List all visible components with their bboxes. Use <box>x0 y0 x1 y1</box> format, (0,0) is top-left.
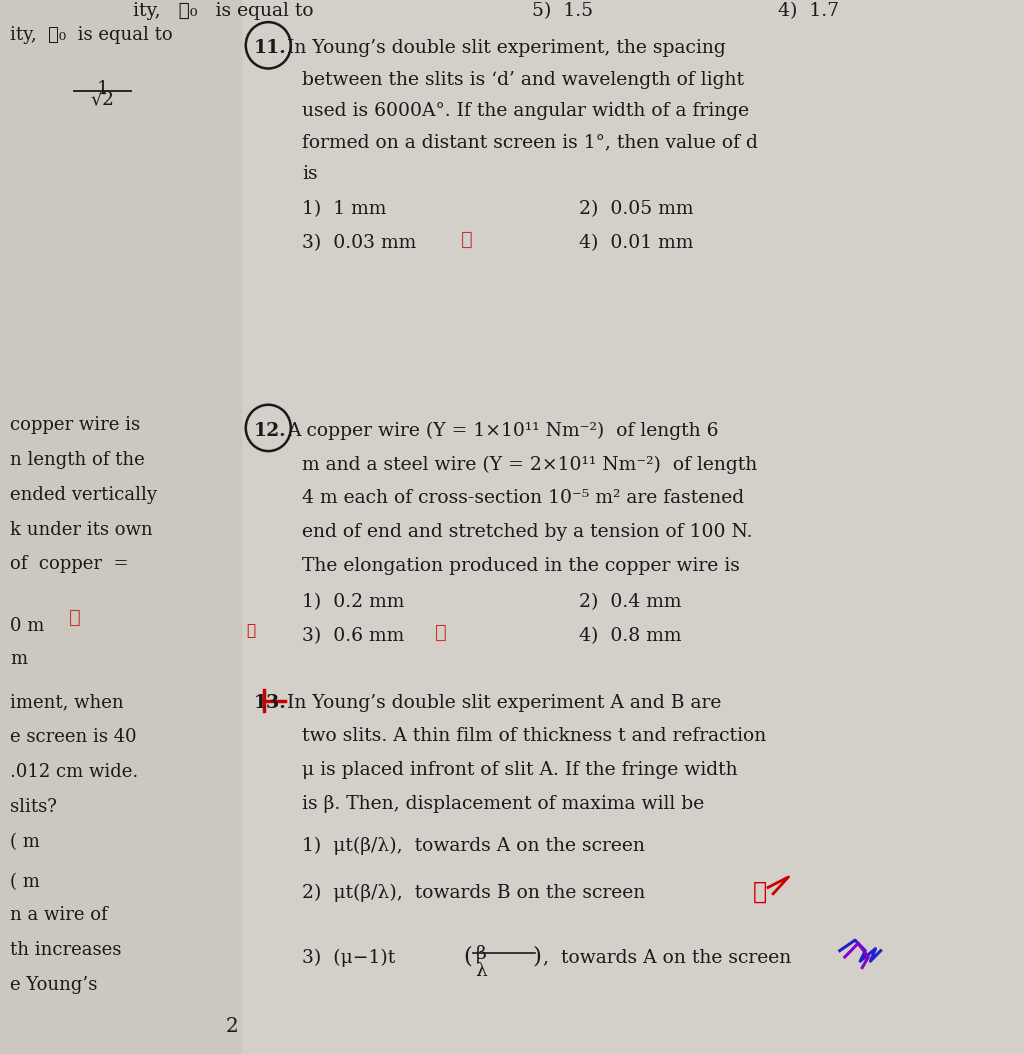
Text: is: is <box>302 165 317 183</box>
Text: 1)  0.2 mm: 1) 0.2 mm <box>302 593 404 611</box>
Text: In Young’s double slit experiment A and B are: In Young’s double slit experiment A and … <box>287 694 721 711</box>
Text: λ: λ <box>475 962 487 980</box>
Text: 5)  1.5: 5) 1.5 <box>532 2 594 20</box>
Text: .012 cm wide.: .012 cm wide. <box>10 763 138 781</box>
Text: 4)  0.01 mm: 4) 0.01 mm <box>579 234 693 252</box>
Text: ): ) <box>532 945 542 968</box>
Text: e Young’s: e Young’s <box>10 976 97 994</box>
Text: two slits. A thin film of thickness t and refraction: two slits. A thin film of thickness t an… <box>302 727 766 745</box>
Text: β: β <box>476 945 486 963</box>
Text: ✓: ✓ <box>69 609 80 627</box>
Text: 12.: 12. <box>254 422 287 440</box>
Text: ( m: ( m <box>10 833 40 851</box>
Text: (: ( <box>463 945 472 968</box>
Text: k under its own: k under its own <box>10 521 153 539</box>
Text: ity,   ℓ₀   is equal to: ity, ℓ₀ is equal to <box>133 2 313 20</box>
Text: ( m: ( m <box>10 873 40 891</box>
Text: m and a steel wire (Y = 2×10¹¹ Nm⁻²)  of length: m and a steel wire (Y = 2×10¹¹ Nm⁻²) of … <box>302 455 758 473</box>
Text: used is 6000A°. If the angular width of a fringe: used is 6000A°. If the angular width of … <box>302 102 750 120</box>
Text: ✓: ✓ <box>461 231 472 249</box>
Text: 4 m each of cross-section 10⁻⁵ m² are fastened: 4 m each of cross-section 10⁻⁵ m² are fa… <box>302 489 744 507</box>
Text: n a wire of: n a wire of <box>10 906 108 924</box>
Text: 2)  0.05 mm: 2) 0.05 mm <box>579 200 693 218</box>
Text: 2: 2 <box>225 1017 238 1036</box>
Text: 13.: 13. <box>254 694 287 711</box>
Text: n length of the: n length of the <box>10 451 145 469</box>
Text: 3)  0.03 mm: 3) 0.03 mm <box>302 234 417 252</box>
Text: ✓: ✓ <box>246 624 255 638</box>
Text: iment, when: iment, when <box>10 694 124 711</box>
Text: 0 m: 0 m <box>10 617 45 635</box>
Text: 2)  μt(β/λ),  towards B on the screen: 2) μt(β/λ), towards B on the screen <box>302 883 645 901</box>
Bar <box>0 0 241 1054</box>
Text: 2)  0.4 mm: 2) 0.4 mm <box>579 593 681 611</box>
Text: th increases: th increases <box>10 941 122 959</box>
Text: 4)  0.8 mm: 4) 0.8 mm <box>579 627 681 645</box>
Text: ✓: ✓ <box>753 880 767 904</box>
Text: In Young’s double slit experiment, the spacing: In Young’s double slit experiment, the s… <box>287 39 725 57</box>
Text: μ is placed infront of slit A. If the fringe width: μ is placed infront of slit A. If the fr… <box>302 761 737 779</box>
Text: is β. Then, displacement of maxima will be: is β. Then, displacement of maxima will … <box>302 795 705 813</box>
Text: ended vertically: ended vertically <box>10 486 158 504</box>
Text: end of end and stretched by a tension of 100 N.: end of end and stretched by a tension of… <box>302 523 753 541</box>
Text: ity,  ℓ₀  is equal to: ity, ℓ₀ is equal to <box>10 26 173 44</box>
Text: 4)  1.7: 4) 1.7 <box>778 2 840 20</box>
Text: The elongation produced in the copper wire is: The elongation produced in the copper wi… <box>302 557 740 574</box>
Text: ,  towards A on the screen: , towards A on the screen <box>543 949 791 967</box>
Text: 3)  (μ−1)t: 3) (μ−1)t <box>302 949 395 967</box>
Text: 1)  1 mm: 1) 1 mm <box>302 200 386 218</box>
Text: between the slits is ‘d’ and wavelength of light: between the slits is ‘d’ and wavelength … <box>302 71 744 89</box>
Text: m: m <box>10 650 28 668</box>
Text: copper wire is: copper wire is <box>10 416 140 434</box>
Text: e screen is 40: e screen is 40 <box>10 728 137 746</box>
Text: ✓: ✓ <box>435 624 446 642</box>
Text: 1: 1 <box>96 80 109 98</box>
Text: √2: √2 <box>90 91 115 109</box>
Text: 3)  0.6 mm: 3) 0.6 mm <box>302 627 404 645</box>
Text: of  copper  =: of copper = <box>10 555 129 573</box>
Text: slits?: slits? <box>10 798 57 816</box>
Text: 1)  μt(β/λ),  towards A on the screen: 1) μt(β/λ), towards A on the screen <box>302 837 645 855</box>
Text: formed on a distant screen is 1°, then value of d: formed on a distant screen is 1°, then v… <box>302 134 758 152</box>
Text: 11.: 11. <box>254 39 287 57</box>
Text: A copper wire (Y = 1×10¹¹ Nm⁻²)  of length 6: A copper wire (Y = 1×10¹¹ Nm⁻²) of lengt… <box>287 422 718 440</box>
